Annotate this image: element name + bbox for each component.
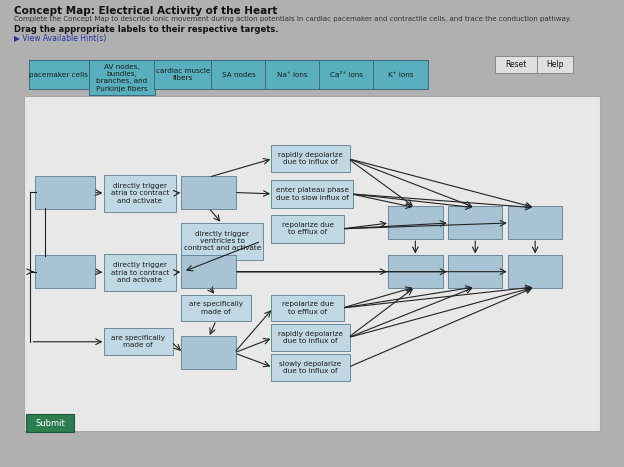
FancyBboxPatch shape — [182, 223, 263, 260]
FancyBboxPatch shape — [182, 255, 236, 288]
Text: ▶ View Available Hint(s): ▶ View Available Hint(s) — [14, 34, 106, 42]
Text: enter plateau phase
due to slow influx of: enter plateau phase due to slow influx o… — [276, 187, 348, 200]
Text: directly trigger
atria to contract
and activate: directly trigger atria to contract and a… — [110, 262, 169, 283]
Text: rapidly depolarize
due to influx of: rapidly depolarize due to influx of — [278, 331, 343, 344]
Text: directly trigger
ventricles to
contract and activate: directly trigger ventricles to contract … — [183, 231, 261, 251]
FancyBboxPatch shape — [182, 337, 236, 369]
Text: K⁺ ions: K⁺ ions — [388, 71, 413, 78]
Text: Help: Help — [546, 60, 563, 69]
FancyBboxPatch shape — [24, 96, 600, 431]
FancyBboxPatch shape — [271, 295, 344, 321]
FancyBboxPatch shape — [104, 328, 173, 355]
Text: slowly depolarize
due to influx of: slowly depolarize due to influx of — [280, 361, 341, 374]
FancyBboxPatch shape — [89, 60, 155, 95]
Text: SA nodes: SA nodes — [222, 71, 255, 78]
FancyBboxPatch shape — [35, 176, 95, 209]
FancyBboxPatch shape — [26, 415, 74, 432]
Text: Reset: Reset — [505, 60, 527, 69]
FancyBboxPatch shape — [319, 60, 374, 89]
Text: Na⁺ ions: Na⁺ ions — [277, 71, 308, 78]
FancyBboxPatch shape — [271, 324, 349, 351]
FancyBboxPatch shape — [155, 60, 212, 89]
Text: Drag the appropriate labels to their respective targets.: Drag the appropriate labels to their res… — [14, 25, 278, 34]
Text: are specifically
made of: are specifically made of — [189, 301, 243, 315]
FancyBboxPatch shape — [271, 145, 349, 172]
FancyBboxPatch shape — [104, 254, 176, 291]
FancyBboxPatch shape — [537, 56, 573, 73]
FancyBboxPatch shape — [388, 255, 442, 288]
FancyBboxPatch shape — [448, 255, 502, 288]
FancyBboxPatch shape — [388, 206, 442, 240]
Text: AV nodes,
bundles,
branches, and
Purkinje fibers: AV nodes, bundles, branches, and Purkinj… — [96, 64, 148, 92]
Text: repolarize due
to efflux of: repolarize due to efflux of — [281, 301, 333, 315]
Text: rapidly depolarize
due to influx of: rapidly depolarize due to influx of — [278, 152, 343, 165]
FancyBboxPatch shape — [29, 60, 89, 89]
Text: directly trigger
atria to contract
and activate: directly trigger atria to contract and a… — [110, 183, 169, 204]
FancyBboxPatch shape — [271, 354, 349, 381]
Text: Ca²⁺ ions: Ca²⁺ ions — [330, 71, 363, 78]
Text: cardiac muscle
fibers: cardiac muscle fibers — [156, 68, 210, 81]
FancyBboxPatch shape — [35, 255, 95, 288]
FancyBboxPatch shape — [212, 60, 266, 89]
FancyBboxPatch shape — [373, 60, 427, 89]
Text: Submit: Submit — [35, 419, 65, 428]
FancyBboxPatch shape — [271, 180, 353, 208]
FancyBboxPatch shape — [182, 295, 251, 321]
FancyBboxPatch shape — [271, 215, 344, 243]
FancyBboxPatch shape — [495, 56, 537, 73]
FancyBboxPatch shape — [448, 206, 502, 240]
FancyBboxPatch shape — [508, 206, 562, 240]
Text: Complete the Concept Map to describe ionic movement during action potentials in : Complete the Concept Map to describe ion… — [14, 16, 571, 22]
FancyBboxPatch shape — [508, 255, 562, 288]
FancyBboxPatch shape — [104, 175, 176, 212]
FancyBboxPatch shape — [265, 60, 319, 89]
Text: pacemaker cells: pacemaker cells — [29, 71, 89, 78]
FancyBboxPatch shape — [182, 176, 236, 209]
Text: repolarize due
to efflux of: repolarize due to efflux of — [281, 222, 333, 235]
Text: are specifically
made of: are specifically made of — [111, 335, 165, 348]
Text: Concept Map: Electrical Activity of the Heart: Concept Map: Electrical Activity of the … — [14, 6, 277, 16]
